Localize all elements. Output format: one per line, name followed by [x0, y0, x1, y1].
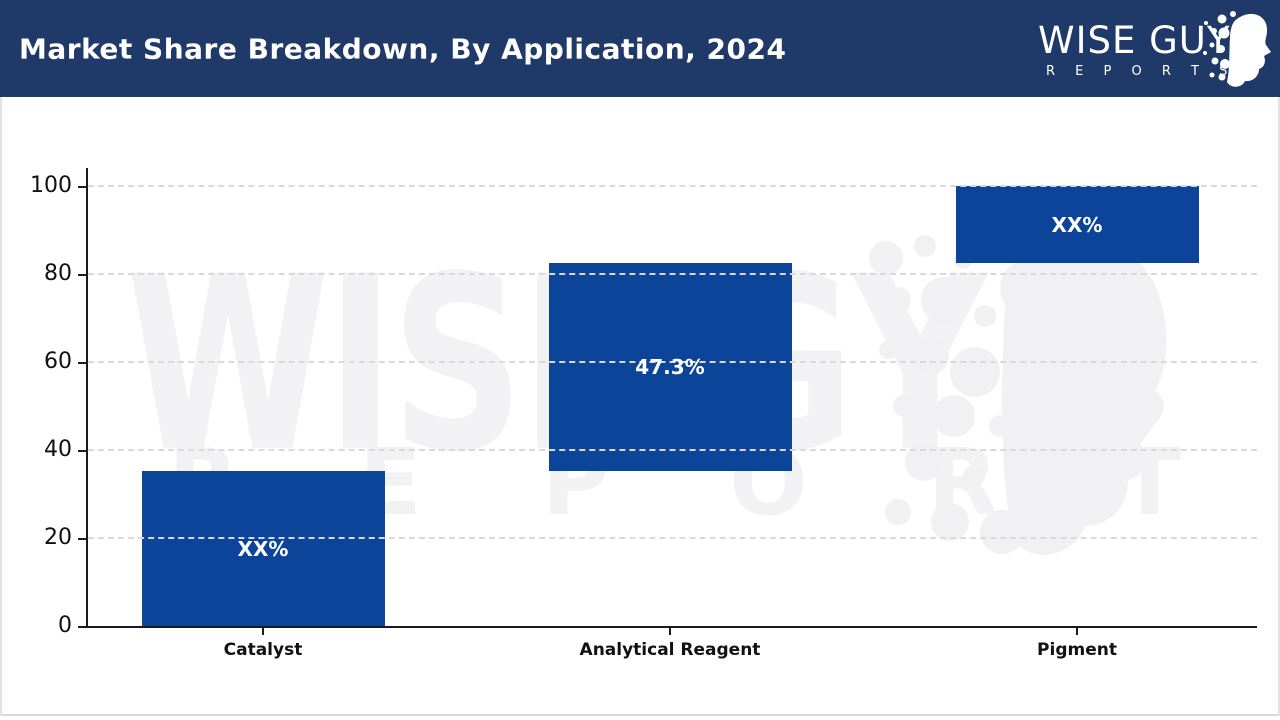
y-tick-label: 80	[44, 261, 72, 286]
y-tick	[78, 274, 86, 276]
y-tick-label: 60	[44, 349, 72, 374]
header-bar: Market Share Breakdown, By Application, …	[0, 0, 1280, 97]
y-tick-label: 40	[44, 437, 72, 462]
y-tick	[78, 186, 86, 188]
y-gridline	[88, 273, 1257, 275]
y-tick-label: 100	[30, 173, 72, 198]
y-tick-label: 20	[44, 525, 72, 550]
x-tick	[1076, 628, 1078, 635]
y-gridline	[88, 361, 1257, 363]
logo-face-icon	[1203, 11, 1271, 87]
logo-wordmark: WISE GUY	[1038, 19, 1231, 62]
page-title: Market Share Breakdown, By Application, …	[19, 32, 787, 65]
y-gridline	[88, 537, 1257, 539]
y-tick	[78, 538, 86, 540]
y-gridline	[88, 185, 1257, 187]
bar	[141, 471, 385, 626]
panel-frame	[0, 97, 1280, 716]
x-tick	[262, 628, 264, 635]
y-axis-spine	[86, 168, 88, 628]
y-tick	[78, 450, 86, 452]
bar-label: XX%	[237, 536, 289, 561]
x-axis-spine	[86, 626, 1257, 628]
x-axis-label: Pigment	[1037, 640, 1117, 660]
bar-label: XX%	[1051, 212, 1103, 237]
y-tick-label: 0	[58, 613, 72, 638]
logo-subtitle: R E P O R T S	[1046, 64, 1236, 79]
brand-logo: WISE GUY R E P O R T S	[1010, 7, 1271, 91]
watermark-face-icon	[869, 235, 1167, 556]
x-tick	[669, 628, 671, 635]
chart-area: WISE G Y R E P O R T S 020406080100XX%Ca…	[0, 97, 1280, 720]
x-axis-label: Analytical Reagent	[579, 640, 761, 660]
bar-label: 47.3%	[635, 355, 705, 380]
y-tick	[78, 362, 86, 364]
y-tick	[78, 626, 86, 628]
bar	[548, 263, 792, 472]
y-gridline	[88, 449, 1257, 451]
x-axis-label: Catalyst	[223, 640, 303, 660]
bar	[955, 186, 1199, 263]
